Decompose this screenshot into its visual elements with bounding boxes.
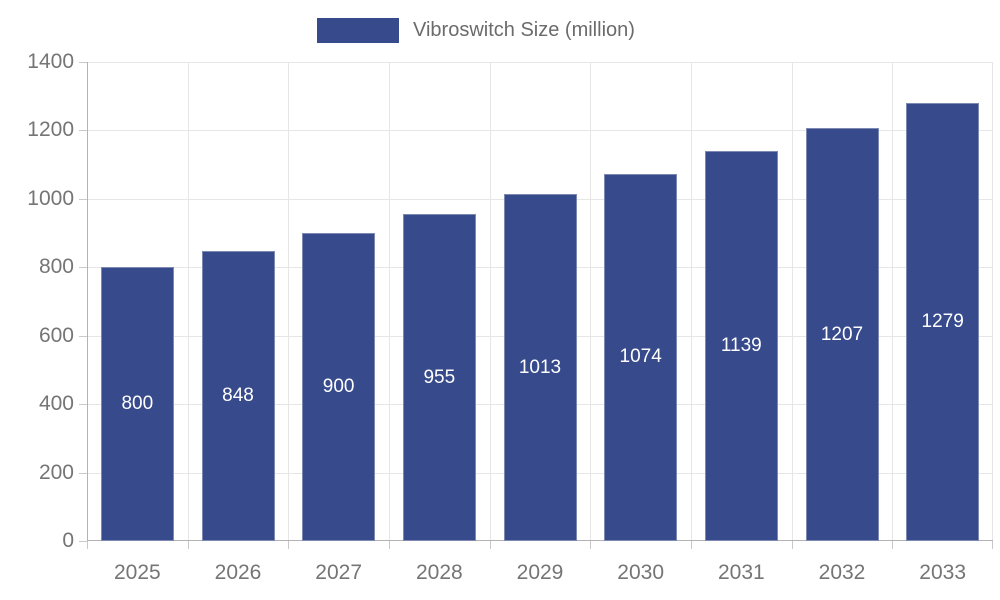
bar-value-label: 900 [322, 376, 355, 398]
y-tick-label: 800 [38, 255, 74, 279]
x-tick [892, 541, 894, 549]
x-tick [87, 541, 88, 549]
x-tick [691, 541, 692, 549]
x-gridline [187, 62, 189, 541]
y-tick-label: 200 [38, 460, 74, 484]
bar-value-label: 1279 [921, 311, 964, 333]
x-tick-label: 2028 [415, 561, 463, 584]
y-tick-label: 400 [38, 392, 74, 416]
legend-item[interactable]: Vibroswitch Size (million) [317, 18, 635, 43]
y-tick [79, 472, 87, 474]
x-tick [288, 541, 290, 549]
y-tick [79, 267, 87, 269]
x-gridline [992, 62, 993, 541]
x-tick [489, 541, 491, 549]
y-tick-label: 0 [62, 529, 74, 552]
x-tick [992, 541, 993, 549]
plot-area: 0 200 400 600 800 1000 1200 1400 800 848 900 955 101… [27, 51, 993, 584]
y-tick [79, 198, 87, 200]
x-tick [791, 541, 793, 549]
x-tick-label: 2032 [818, 561, 866, 584]
bar[interactable]: 1279 [906, 103, 980, 541]
x-tick-label: 2031 [717, 561, 765, 584]
x-gridline [590, 62, 592, 541]
bar-value-label: 1207 [820, 323, 864, 345]
bar-value-label: 1139 [720, 335, 762, 357]
bar-value-label: 800 [121, 393, 154, 415]
y-axis-line [87, 62, 88, 541]
x-gridline [691, 62, 692, 541]
bar[interactable]: 1074 [604, 173, 678, 541]
y-gridline [87, 62, 993, 63]
y-tick-label: 1200 [27, 118, 74, 142]
bar[interactable]: 955 [402, 214, 476, 541]
y-tick [79, 130, 87, 132]
y-gridline [87, 130, 993, 132]
bar[interactable]: 1207 [805, 128, 879, 541]
bar[interactable]: 1139 [704, 151, 778, 541]
x-tick [187, 541, 189, 549]
y-tick [79, 62, 87, 63]
x-gridline [489, 62, 491, 541]
x-gridline [791, 62, 793, 541]
y-tick [79, 541, 87, 542]
bar[interactable]: 1013 [503, 194, 577, 541]
legend-swatch [317, 18, 399, 43]
y-tick-label: 1400 [27, 50, 74, 73]
bar-value-label: 1013 [518, 356, 562, 378]
x-gridline [288, 62, 290, 541]
x-tick-label: 2025 [113, 561, 161, 584]
x-gridline [389, 62, 390, 541]
x-tick-label: 2027 [315, 561, 363, 584]
x-tick-label: 2030 [617, 561, 665, 584]
bar[interactable]: 800 [100, 267, 174, 541]
x-gridline [892, 62, 894, 541]
bar-value-label: 848 [222, 384, 254, 406]
y-tick [79, 404, 87, 406]
y-tick-label: 600 [38, 323, 74, 347]
bar-value-label: 1074 [619, 346, 662, 368]
x-tick [590, 541, 592, 549]
bar[interactable]: 848 [201, 250, 275, 541]
y-tick [79, 335, 87, 337]
bar[interactable]: 900 [302, 233, 376, 541]
legend-label: Vibroswitch Size (million) [413, 19, 635, 41]
x-tick-label: 2033 [919, 561, 967, 584]
bar-value-label: 955 [423, 366, 456, 388]
x-tick-label: 2026 [214, 561, 262, 584]
x-tick-label: 2029 [516, 561, 564, 584]
y-tick-label: 1000 [27, 186, 74, 210]
x-tick [389, 541, 390, 549]
